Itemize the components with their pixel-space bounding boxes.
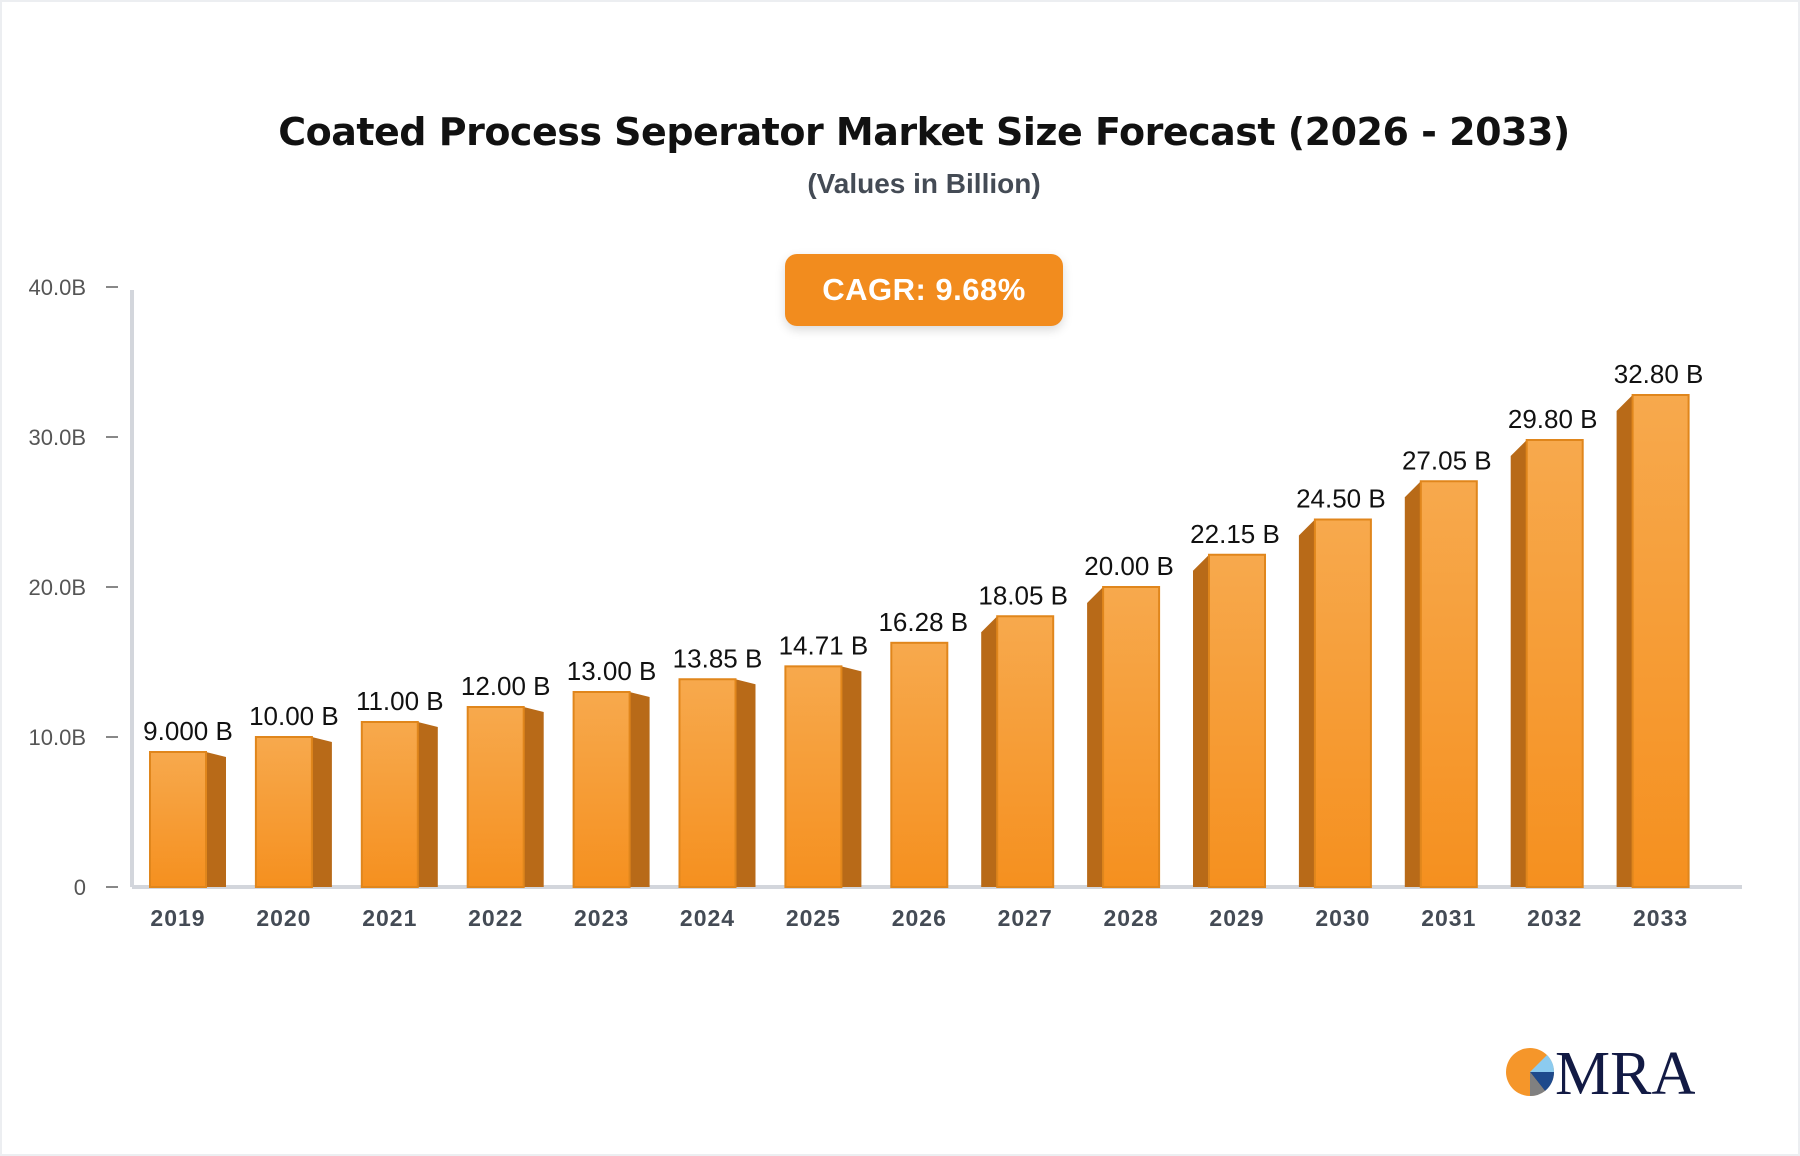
data-label: 18.05 B: [978, 580, 1068, 610]
x-tick-label: 2028: [1104, 905, 1159, 931]
bar-2030: 24.50 B 2030: [1296, 484, 1386, 932]
data-label: 27.05 B: [1402, 445, 1492, 475]
bar-side: [1087, 587, 1104, 887]
bar: [1102, 586, 1161, 888]
x-tick-label: 2019: [150, 905, 205, 931]
y-tick-label: 30.0B: [29, 425, 87, 450]
bar-side: [629, 692, 650, 887]
bar-side: [206, 752, 226, 887]
bar-2033: 32.80 B 2033: [1614, 359, 1704, 931]
data-label: 16.28 B: [878, 607, 968, 637]
x-tick-label: 2031: [1421, 905, 1476, 931]
bar-side: [1298, 519, 1315, 887]
bar-2032: 29.80 B 2032: [1508, 404, 1598, 931]
bar-side: [1404, 481, 1421, 887]
logo-text: MRA: [1555, 1040, 1695, 1100]
y-tick-label: 40.0B: [29, 275, 87, 300]
bar-side: [1193, 554, 1209, 887]
x-tick-label: 2020: [256, 905, 311, 931]
x-tick-label: 2027: [998, 905, 1053, 931]
y-tick-label: 10.0B: [29, 725, 87, 750]
x-tick-label: 2021: [362, 905, 417, 931]
data-label: 11.00 B: [356, 686, 444, 716]
x-tick-label: 2030: [1315, 905, 1370, 931]
x-tick-label: 2023: [574, 905, 629, 931]
bar-2025: 14.71 B 2025: [779, 630, 869, 931]
data-label: 13.85 B: [673, 643, 763, 673]
bar-side: [735, 679, 756, 887]
data-label: 20.00 B: [1084, 551, 1174, 581]
data-label: 9.000 B: [143, 716, 233, 746]
bar-2019: 9.000 B 2019: [143, 716, 233, 931]
x-tick-label: 2022: [468, 905, 523, 931]
bar: [572, 691, 631, 888]
y-tick-label: 20.0B: [29, 575, 87, 600]
bar-2020: 10.00 B 2020: [249, 701, 339, 931]
bar-2028: 20.00 B 2028: [1084, 551, 1174, 931]
bar-2022: 12.00 B 2022: [461, 671, 551, 931]
y-tick-label: 0: [74, 875, 86, 900]
data-label: 22.15 B: [1190, 519, 1280, 549]
bar-side: [523, 707, 544, 887]
x-tick-label: 2026: [892, 905, 947, 931]
bar: [1208, 553, 1266, 888]
data-label: 24.50 B: [1296, 484, 1386, 514]
data-label: 12.00 B: [461, 671, 551, 701]
bar: [996, 615, 1055, 888]
mra-logo: MRA: [1505, 1040, 1695, 1100]
bar: [360, 721, 419, 888]
pie-logo-icon: MRA: [1506, 1040, 1695, 1100]
data-label: 29.80 B: [1508, 404, 1598, 434]
bar: [1419, 480, 1478, 888]
bar-side: [311, 737, 332, 887]
data-label: 10.00 B: [249, 701, 339, 731]
bar: [254, 736, 313, 888]
cagr-badge: CAGR: 9.68%: [785, 254, 1063, 326]
bar-2023: 13.00 B 2023: [567, 656, 657, 931]
bar: [1313, 518, 1372, 888]
chart-subtitle: (Values in Billion): [807, 168, 1041, 199]
bar: [1631, 394, 1690, 888]
bar-2027: 18.05 B 2027: [978, 580, 1068, 931]
bar-2021: 11.00 B 2021: [356, 686, 444, 931]
x-tick-label: 2033: [1633, 905, 1688, 931]
bar-side: [417, 722, 438, 887]
bar-2031: 27.05 B 2031: [1402, 445, 1492, 931]
bar-side: [1616, 395, 1633, 887]
bar: [149, 751, 207, 888]
bar-side: [841, 666, 862, 887]
chart-title: Coated Process Seperator Market Size For…: [278, 110, 1570, 154]
x-tick-label: 2029: [1209, 905, 1264, 931]
data-label: 32.80 B: [1614, 359, 1704, 389]
bar: [890, 641, 949, 888]
bar-2029: 22.15 B 2029: [1190, 519, 1280, 931]
data-label: 14.71 B: [779, 630, 869, 660]
x-tick-label: 2025: [786, 905, 841, 931]
bar: [784, 665, 843, 888]
bar-side: [1510, 440, 1527, 887]
bar-2024: 13.85 B 2024: [673, 643, 763, 931]
bar-2026: 16.28 B 2026: [878, 607, 968, 931]
bar-side: [981, 616, 998, 887]
data-label: 13.00 B: [567, 656, 657, 686]
x-tick-label: 2032: [1527, 905, 1582, 931]
x-tick-label: 2024: [680, 905, 735, 931]
bar: [1525, 439, 1584, 888]
bar: [466, 706, 525, 888]
bar: [678, 678, 737, 888]
